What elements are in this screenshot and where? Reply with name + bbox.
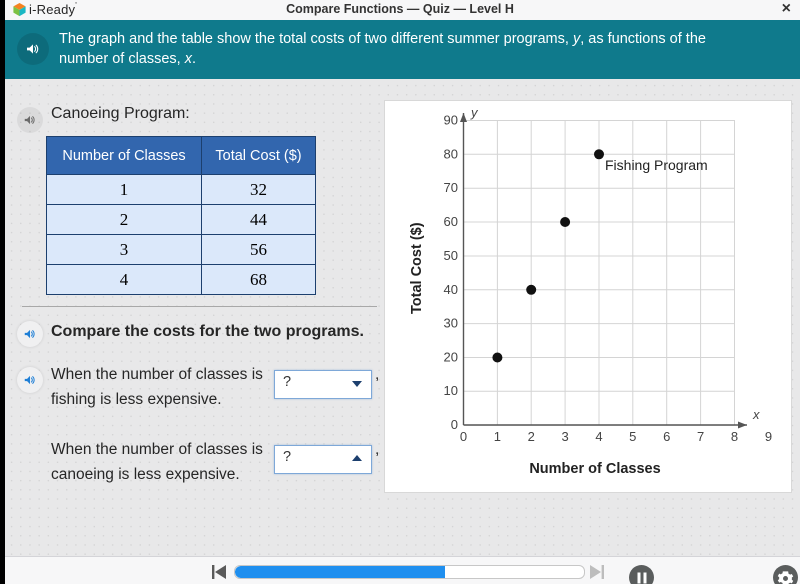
svg-text:0: 0	[451, 417, 458, 432]
svg-text:40: 40	[444, 282, 458, 297]
svg-text:50: 50	[444, 248, 458, 263]
svg-text:Fishing Program: Fishing Program	[605, 157, 708, 173]
svg-text:8: 8	[731, 429, 738, 444]
svg-text:60: 60	[444, 214, 458, 229]
svg-text:2: 2	[528, 429, 535, 444]
svg-text:5: 5	[629, 429, 636, 444]
svg-text:90: 90	[444, 113, 458, 128]
svg-text:6: 6	[663, 429, 670, 444]
svg-text:7: 7	[697, 429, 704, 444]
svg-text:70: 70	[444, 180, 458, 195]
svg-text:30: 30	[444, 316, 458, 331]
svg-text:4: 4	[595, 429, 602, 444]
svg-text:x: x	[752, 407, 760, 422]
svg-text:y: y	[470, 105, 479, 120]
svg-text:80: 80	[444, 146, 458, 161]
svg-text:20: 20	[444, 350, 458, 365]
svg-text:0: 0	[460, 429, 467, 444]
svg-text:3: 3	[561, 429, 568, 444]
svg-text:1: 1	[494, 429, 501, 444]
svg-text:10: 10	[444, 383, 458, 398]
svg-text:9: 9	[765, 429, 772, 444]
